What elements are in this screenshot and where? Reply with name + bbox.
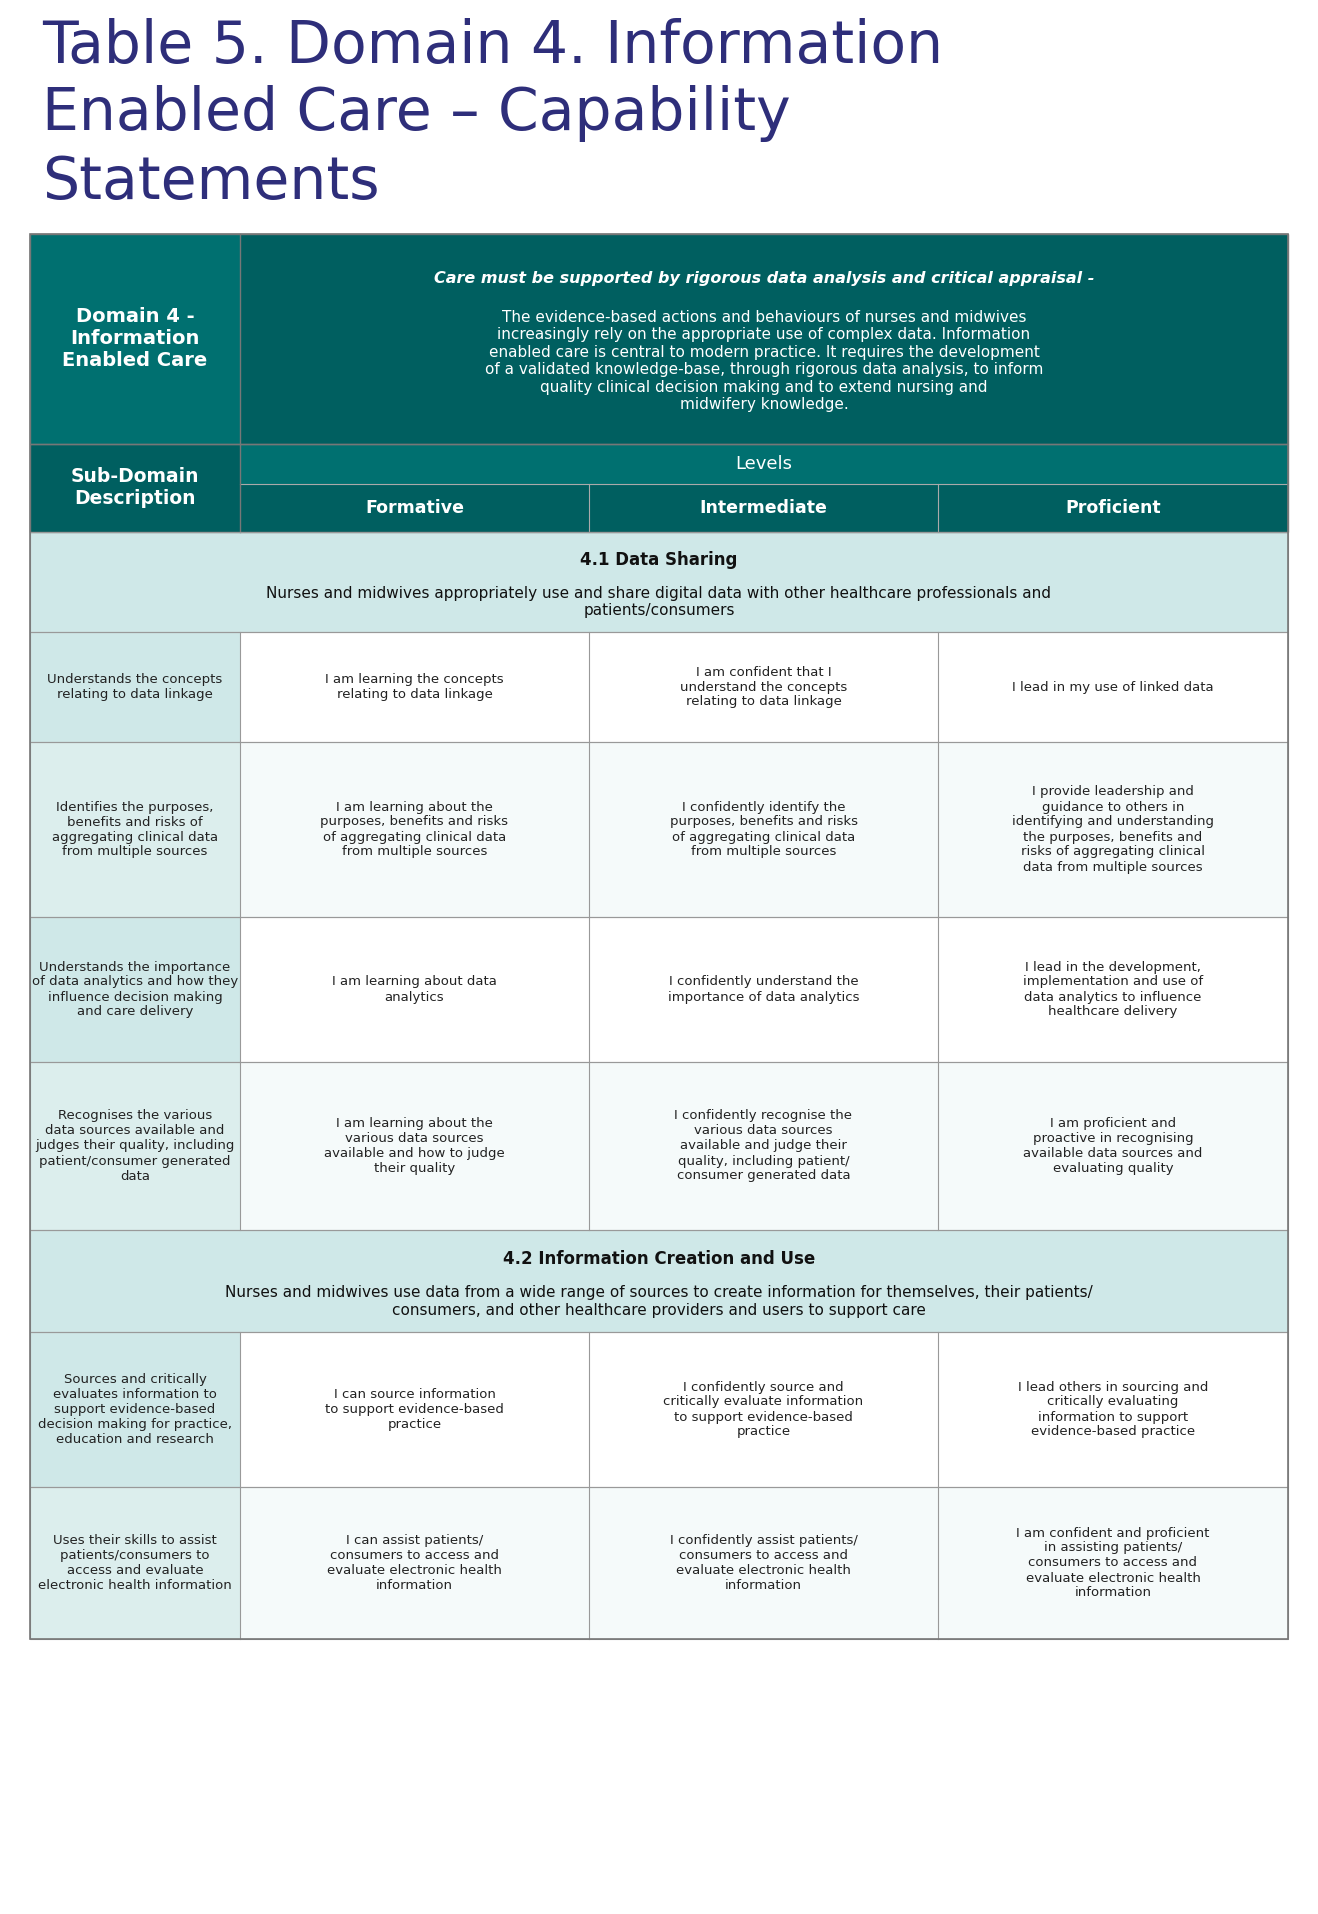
Text: I can source information
to support evidence-based
practice: I can source information to support evid…: [326, 1388, 503, 1432]
Text: I confidently recognise the
various data sources
available and judge their
quali: I confidently recognise the various data…: [675, 1110, 853, 1183]
Bar: [589, 917, 938, 1062]
Text: I am learning about the
various data sources
available and how to judge
their qu: I am learning about the various data sou…: [324, 1118, 505, 1175]
Bar: [30, 234, 1288, 444]
Bar: [240, 1062, 589, 1231]
Text: Sub-Domain
Description: Sub-Domain Description: [71, 467, 199, 509]
Bar: [30, 1231, 1288, 1332]
Text: The evidence-based actions and behaviours of nurses and midwives
increasingly re: The evidence-based actions and behaviour…: [485, 310, 1043, 412]
Text: I am learning about the
purposes, benefits and risks
of aggregating clinical dat: I am learning about the purposes, benefi…: [320, 800, 509, 859]
Bar: [240, 743, 589, 917]
Bar: [938, 1332, 1288, 1487]
Text: Care must be supported by rigorous data analysis and critical appraisal -: Care must be supported by rigorous data …: [434, 272, 1094, 287]
Bar: [30, 1062, 240, 1231]
Bar: [938, 1062, 1288, 1231]
Text: Recognises the various
data sources available and
judges their quality, includin: Recognises the various data sources avai…: [36, 1110, 235, 1183]
Text: Proficient: Proficient: [1065, 500, 1161, 517]
Bar: [589, 743, 938, 917]
Bar: [938, 632, 1288, 743]
Text: I provide leadership and
guidance to others in
identifying and understanding
the: I provide leadership and guidance to oth…: [1012, 785, 1214, 873]
Text: Statements: Statements: [42, 153, 380, 211]
Bar: [30, 632, 1288, 743]
Bar: [589, 1487, 938, 1638]
Text: 4.1 Data Sharing: 4.1 Data Sharing: [580, 551, 738, 568]
Bar: [30, 234, 1288, 1638]
Text: I am confident that I
understand the concepts
relating to data linkage: I am confident that I understand the con…: [680, 666, 847, 708]
Text: I am confident and proficient
in assisting patients/
consumers to access and
eva: I am confident and proficient in assisti…: [1016, 1527, 1210, 1600]
Bar: [30, 444, 1288, 532]
Bar: [589, 632, 938, 743]
Text: Uses their skills to assist
patients/consumers to
access and evaluate
electronic: Uses their skills to assist patients/con…: [38, 1533, 232, 1592]
Bar: [589, 1332, 938, 1487]
Text: Domain 4 -
Information
Enabled Care: Domain 4 - Information Enabled Care: [62, 308, 208, 371]
Bar: [30, 234, 240, 444]
Bar: [589, 1062, 938, 1231]
Text: Nurses and midwives use data from a wide range of sources to create information : Nurses and midwives use data from a wide…: [225, 1284, 1093, 1317]
Bar: [30, 1231, 1288, 1332]
Text: Intermediate: Intermediate: [700, 500, 828, 517]
Text: I lead in the development,
implementation and use of
data analytics to influence: I lead in the development, implementatio…: [1023, 961, 1203, 1018]
Text: Understands the importance
of data analytics and how they
influence decision mak: Understands the importance of data analy…: [32, 961, 239, 1018]
Text: I am learning the concepts
relating to data linkage: I am learning the concepts relating to d…: [326, 674, 503, 701]
Bar: [240, 234, 1288, 444]
Bar: [240, 632, 589, 743]
Bar: [30, 743, 240, 917]
Text: Nurses and midwives appropriately use and share digital data with other healthca: Nurses and midwives appropriately use an…: [266, 586, 1052, 618]
Bar: [938, 1487, 1288, 1638]
Bar: [30, 444, 240, 532]
Text: I lead in my use of linked data: I lead in my use of linked data: [1012, 681, 1214, 693]
Text: I confidently understand the
importance of data analytics: I confidently understand the importance …: [668, 976, 859, 1003]
Text: Sources and critically
evaluates information to
support evidence-based
decision : Sources and critically evaluates informa…: [38, 1372, 232, 1445]
Bar: [30, 1062, 1288, 1231]
Text: I confidently source and
critically evaluate information
to support evidence-bas: I confidently source and critically eval…: [663, 1380, 863, 1439]
Text: 4.2 Information Creation and Use: 4.2 Information Creation and Use: [503, 1250, 815, 1267]
Bar: [30, 532, 1288, 632]
Bar: [240, 444, 1288, 484]
Bar: [30, 917, 1288, 1062]
Text: I lead others in sourcing and
critically evaluating
information to support
evide: I lead others in sourcing and critically…: [1017, 1380, 1209, 1439]
Text: Understands the concepts
relating to data linkage: Understands the concepts relating to dat…: [47, 674, 223, 701]
Text: Table 5. Domain 4. Information: Table 5. Domain 4. Information: [42, 17, 944, 75]
Text: I am learning about data
analytics: I am learning about data analytics: [332, 976, 497, 1003]
Bar: [240, 1487, 589, 1638]
Bar: [240, 917, 589, 1062]
Text: Formative: Formative: [365, 500, 464, 517]
Text: I confidently assist patients/
consumers to access and
evaluate electronic healt: I confidently assist patients/ consumers…: [670, 1533, 858, 1592]
Bar: [30, 1332, 1288, 1487]
Bar: [30, 532, 1288, 632]
Bar: [938, 743, 1288, 917]
Bar: [30, 1332, 240, 1487]
Bar: [240, 484, 1288, 532]
Bar: [30, 632, 240, 743]
Text: Levels: Levels: [735, 456, 792, 473]
Text: I can assist patients/
consumers to access and
evaluate electronic health
inform: I can assist patients/ consumers to acce…: [327, 1533, 502, 1592]
Text: I confidently identify the
purposes, benefits and risks
of aggregating clinical : I confidently identify the purposes, ben…: [670, 800, 858, 859]
Bar: [240, 1332, 589, 1487]
Bar: [30, 1487, 1288, 1638]
Bar: [30, 917, 240, 1062]
Bar: [938, 917, 1288, 1062]
Bar: [30, 1487, 240, 1638]
Text: I am proficient and
proactive in recognising
available data sources and
evaluati: I am proficient and proactive in recogni…: [1023, 1118, 1203, 1175]
Text: Identifies the purposes,
benefits and risks of
aggregating clinical data
from mu: Identifies the purposes, benefits and ri…: [51, 800, 217, 859]
Text: Enabled Care – Capability: Enabled Care – Capability: [42, 86, 791, 142]
Bar: [30, 743, 1288, 917]
